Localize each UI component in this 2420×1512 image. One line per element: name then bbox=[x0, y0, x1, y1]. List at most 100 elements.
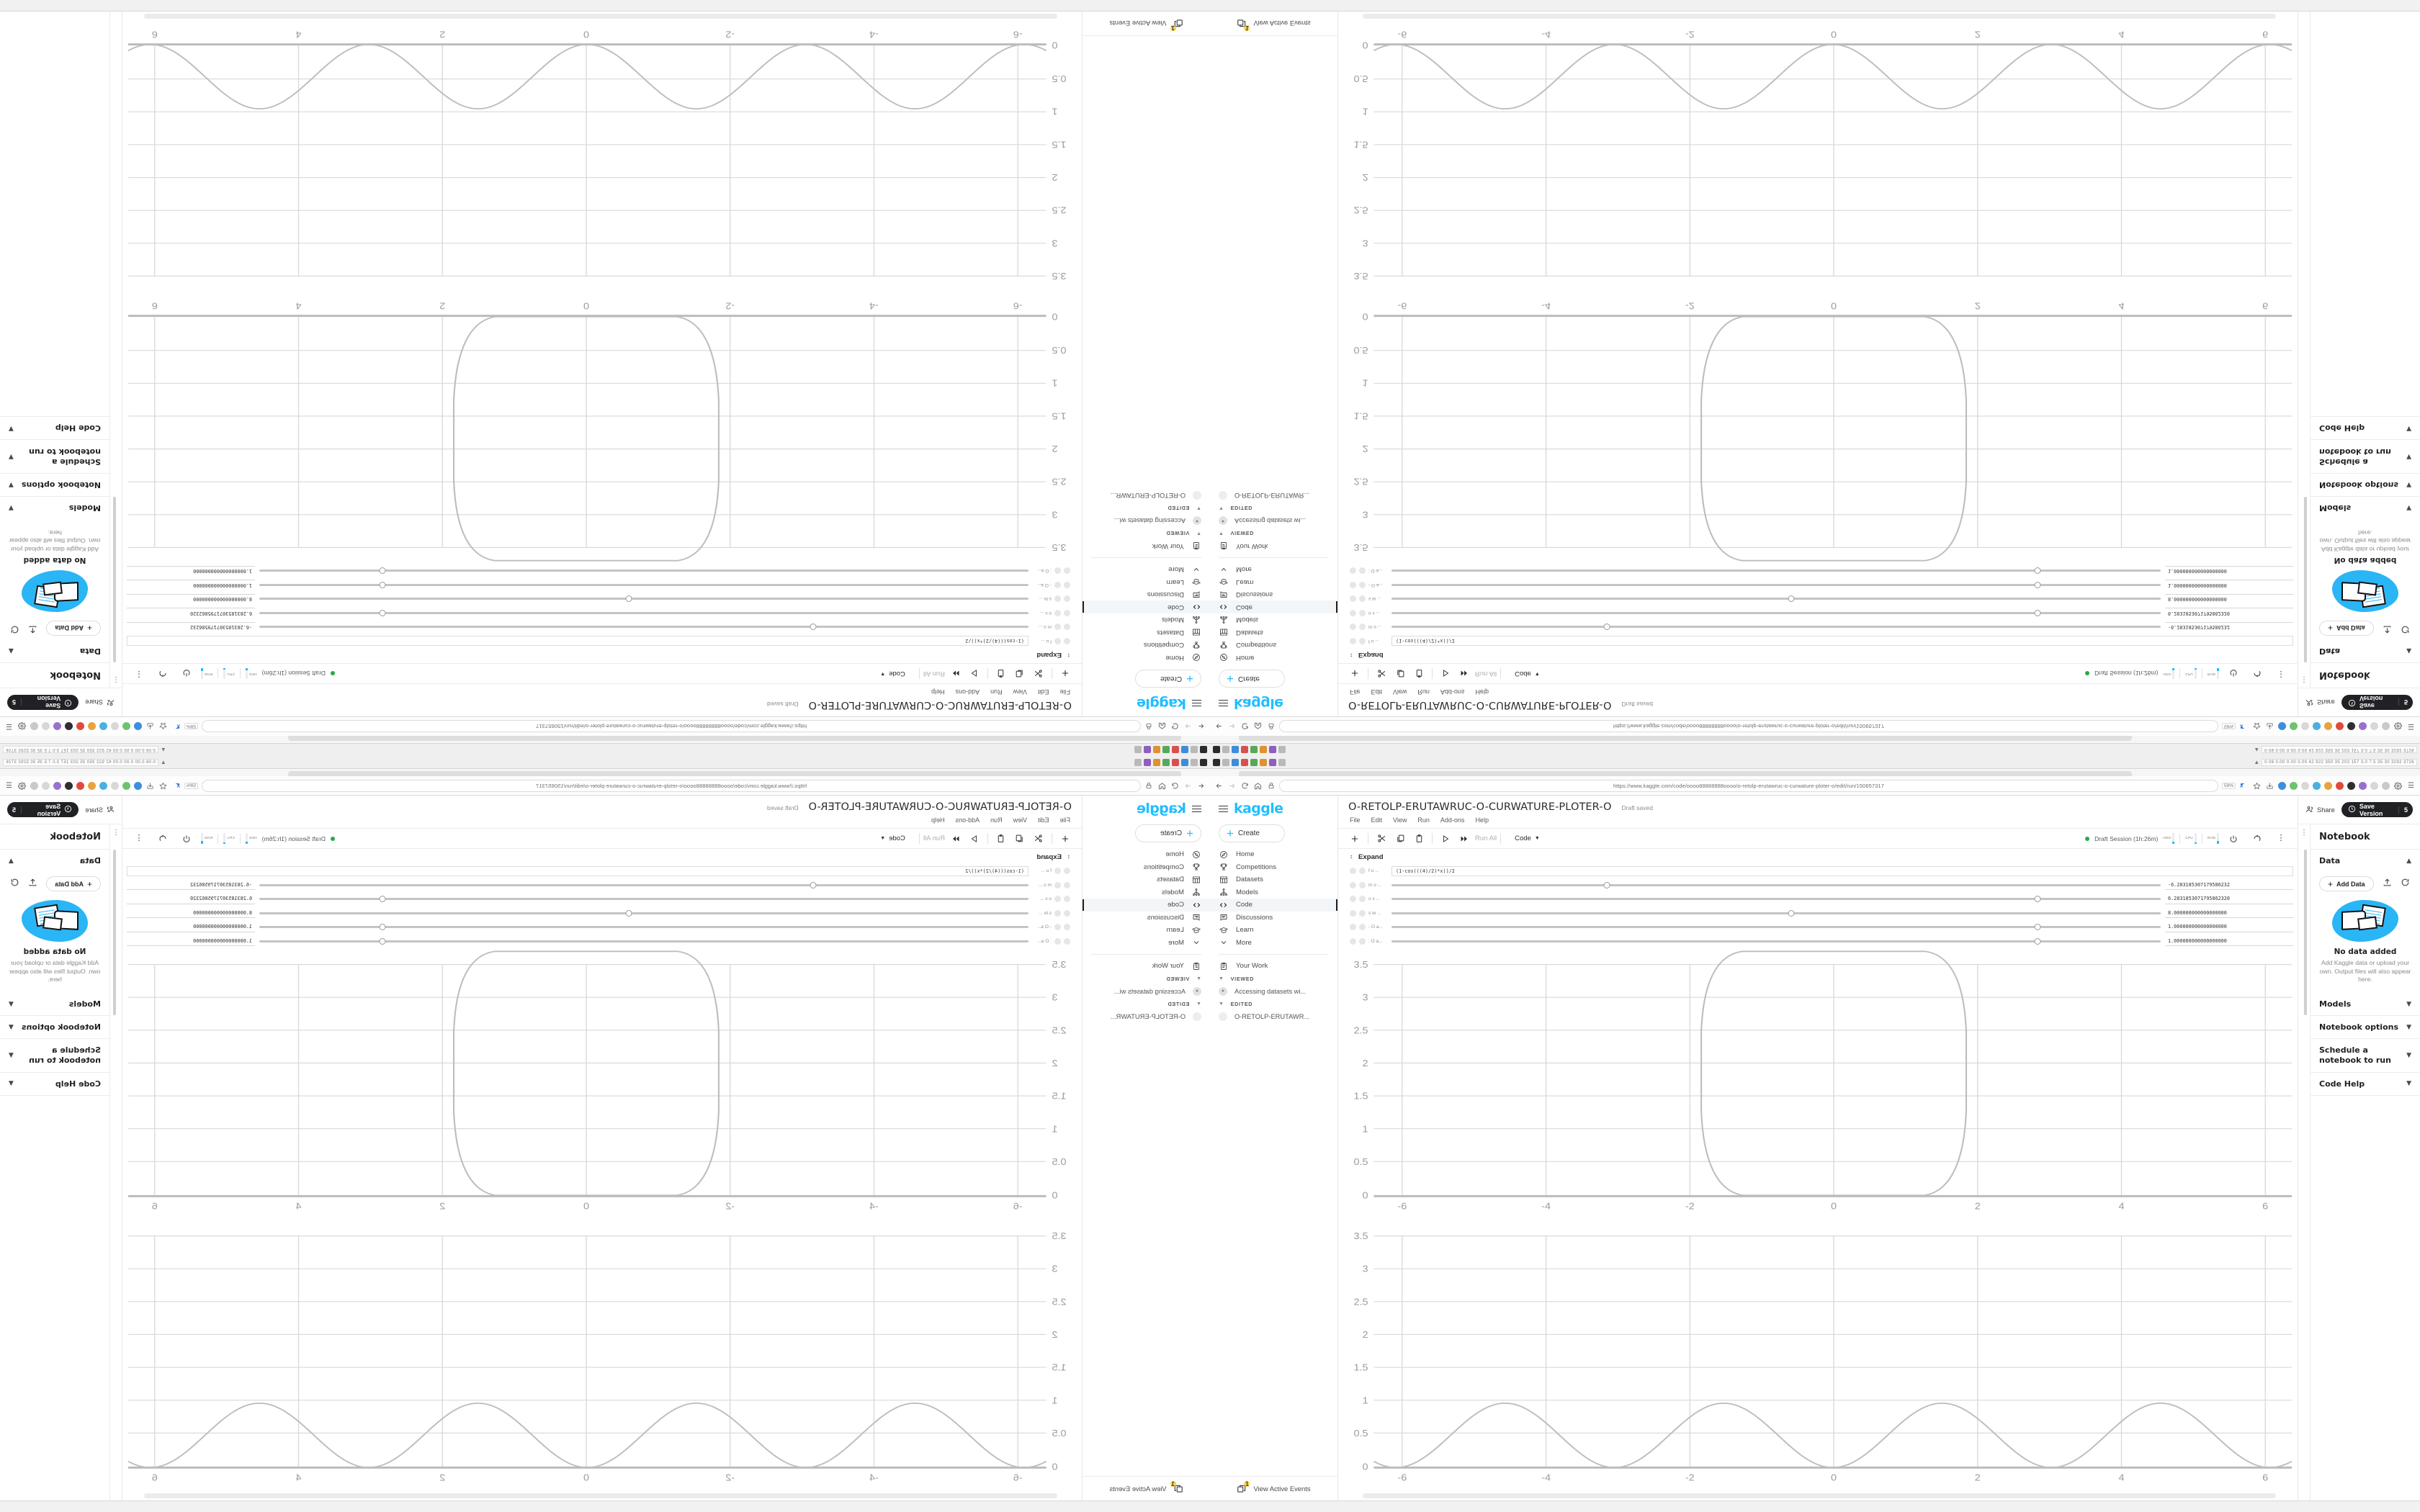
menu-view[interactable]: View bbox=[1393, 816, 1407, 824]
zoom-level-badge[interactable]: 59% bbox=[184, 723, 199, 730]
extension-icon-8[interactable] bbox=[2359, 781, 2367, 790]
extension-icon-5[interactable] bbox=[88, 722, 96, 731]
extension-icon-7[interactable] bbox=[65, 781, 73, 790]
os-taskbar-bottom[interactable] bbox=[0, 0, 1210, 12]
function-input[interactable]: (1-cos(((4)/2)*x))/2 bbox=[127, 865, 1028, 876]
slider-param-a[interactable] bbox=[259, 580, 1028, 590]
extension-icon-1[interactable] bbox=[134, 781, 142, 790]
tab-strip[interactable] bbox=[1210, 736, 2420, 743]
share-button[interactable]: Share bbox=[2305, 698, 2335, 708]
function-input[interactable]: (1-cos(((4)/2)*x))/2 bbox=[1392, 636, 2293, 647]
share-button[interactable]: Share bbox=[2305, 805, 2335, 815]
slider-param-b-value[interactable]: 1.000000000000000000 bbox=[127, 565, 255, 576]
gauge-hdd[interactable]: HDD bbox=[2163, 668, 2175, 679]
slider-param-b[interactable] bbox=[1392, 566, 2161, 576]
cell-type-select[interactable]: Code ▼ bbox=[880, 834, 905, 842]
upload-icon[interactable] bbox=[2383, 622, 2392, 635]
gauge-ram[interactable]: RAM bbox=[2208, 668, 2219, 679]
settings-gear-icon[interactable] bbox=[17, 722, 27, 732]
taskbar-icon-terminal[interactable] bbox=[1213, 746, 1220, 754]
sidebar-recent-viewed-item[interactable]: ● Accessing datasets wi... bbox=[1083, 515, 1210, 528]
extension-icon-7[interactable] bbox=[2347, 722, 2355, 731]
sidebar-item-models[interactable]: Models bbox=[1083, 886, 1210, 899]
taskbar-icon-misc[interactable] bbox=[1278, 746, 1286, 754]
home-icon[interactable] bbox=[1157, 781, 1167, 791]
star-icon[interactable] bbox=[158, 781, 168, 791]
save-version-count[interactable]: 5 bbox=[7, 806, 22, 814]
play-icon[interactable] bbox=[1436, 831, 1455, 847]
gauge-cpu[interactable]: CPU bbox=[223, 668, 235, 679]
taskbar-icon-misc[interactable] bbox=[1278, 758, 1286, 766]
slider-param-b[interactable] bbox=[259, 566, 1028, 576]
power-icon[interactable] bbox=[177, 831, 196, 847]
slider-xmin[interactable] bbox=[1392, 622, 2161, 632]
section-models[interactable]: Models ▼ bbox=[0, 495, 109, 519]
extension-icon-5[interactable] bbox=[88, 781, 96, 790]
slider-xmax[interactable] bbox=[1392, 894, 2161, 904]
sidebar-item-code[interactable]: Code bbox=[1083, 600, 1210, 613]
scissors-icon[interactable] bbox=[1372, 666, 1391, 682]
sidebar-recent-viewed-item[interactable]: ● Accessing datasets wi... bbox=[1210, 515, 1337, 528]
sidebar-item-discussions[interactable]: Discussions bbox=[1210, 912, 1337, 924]
sidebar-item-learn[interactable]: Learn bbox=[1083, 576, 1210, 589]
sidebar-item-more[interactable]: More bbox=[1083, 937, 1210, 950]
restart-icon[interactable] bbox=[2248, 831, 2267, 847]
paste-icon[interactable] bbox=[992, 831, 1010, 847]
sidebar-recent-edited-item[interactable]: O-RETOLP-ERUTAWR... bbox=[1210, 1010, 1337, 1023]
sidebar-item-home[interactable]: Home bbox=[1083, 848, 1210, 861]
extension-icon-9[interactable] bbox=[2370, 781, 2378, 790]
lock-icon[interactable] bbox=[1144, 781, 1154, 791]
sidebar-group-header-viewed[interactable]: ▼ VIEWED bbox=[1210, 973, 1337, 985]
slider-xmax[interactable] bbox=[1392, 608, 2161, 618]
slider-xmax-value[interactable]: 6.2831853071795862320 bbox=[2165, 894, 2293, 904]
refresh-icon[interactable] bbox=[10, 622, 19, 635]
slider-param-a-value[interactable]: 1.000000000000000000 bbox=[127, 580, 255, 590]
settings-gear-icon[interactable] bbox=[2393, 781, 2403, 791]
extension-icon-5[interactable] bbox=[2324, 722, 2332, 731]
menu-view[interactable]: View bbox=[1013, 688, 1027, 696]
refresh-icon[interactable] bbox=[2401, 878, 2410, 891]
scissors-icon[interactable] bbox=[1029, 831, 1048, 847]
menu-edit[interactable]: Edit bbox=[1037, 816, 1049, 824]
hamburger-menu-icon[interactable] bbox=[1192, 699, 1201, 707]
sidebar-item-more[interactable]: More bbox=[1083, 563, 1210, 576]
extension-icon-8[interactable] bbox=[53, 722, 61, 731]
gauge-ram[interactable]: RAM bbox=[201, 668, 212, 679]
notebook-title[interactable]: O-RETOLP-ERUTAWRUC-O-CURWATURE-PLOTER-O bbox=[1348, 699, 1612, 711]
horizontal-scrollbar[interactable] bbox=[1363, 14, 2276, 19]
create-button[interactable]: + Create bbox=[1219, 824, 1285, 842]
slider-steps[interactable] bbox=[259, 594, 1028, 604]
kaggle-logo[interactable]: kaggle bbox=[1234, 801, 1283, 816]
taskbar-icon-files[interactable] bbox=[1222, 758, 1229, 766]
address-bar[interactable]: https://www.kaggle.com/code/oooo88888888… bbox=[1279, 779, 2218, 792]
restart-icon[interactable] bbox=[2248, 666, 2267, 682]
sidebar-item-code[interactable]: Code bbox=[1083, 899, 1210, 912]
slider-param-b-value[interactable]: 1.000000000000000000 bbox=[2165, 565, 2293, 576]
section-code-help[interactable]: Code Help ▼ bbox=[2311, 1073, 2420, 1096]
extension-icon-3[interactable] bbox=[111, 722, 119, 731]
save-version-button[interactable]: Save Version 5 bbox=[7, 695, 79, 710]
taskbar-icon-browser[interactable] bbox=[1181, 746, 1188, 754]
browser-tab-kaggle[interactable] bbox=[1239, 736, 2132, 741]
slider-xmax-value[interactable]: 6.2831853071795862320 bbox=[127, 608, 255, 618]
scissors-icon[interactable] bbox=[1029, 666, 1048, 682]
save-version-main[interactable]: Save Version bbox=[2341, 696, 2398, 710]
extension-icon-2[interactable] bbox=[122, 781, 130, 790]
gauge-hdd[interactable]: HDD bbox=[245, 668, 257, 679]
settings-gear-icon[interactable] bbox=[17, 781, 27, 791]
section-models[interactable]: Models ▼ bbox=[2311, 993, 2420, 1017]
sidebar-item-learn[interactable]: Learn bbox=[1210, 576, 1337, 589]
extension-icon-6[interactable] bbox=[2336, 781, 2344, 790]
share-button[interactable]: Share bbox=[85, 698, 115, 708]
taskbar-icon-files[interactable] bbox=[1222, 746, 1229, 754]
back-arrow-icon[interactable] bbox=[1214, 781, 1224, 791]
slider-xmax-value[interactable]: 6.2831853071795862320 bbox=[127, 894, 255, 904]
tray-expand-icon[interactable]: ▲ bbox=[160, 759, 166, 765]
extension-share-icon[interactable] bbox=[2265, 781, 2275, 791]
hamburger-menu-icon[interactable] bbox=[1219, 699, 1228, 707]
sidebar-item-competitions[interactable]: Competitions bbox=[1083, 861, 1210, 874]
menu-run[interactable]: Run bbox=[990, 688, 1003, 696]
extension-icon-10[interactable] bbox=[2382, 722, 2390, 731]
expand-toggle[interactable]: ↕ Expand bbox=[122, 849, 1082, 864]
section-data-header[interactable]: Data ▲ bbox=[0, 850, 109, 872]
